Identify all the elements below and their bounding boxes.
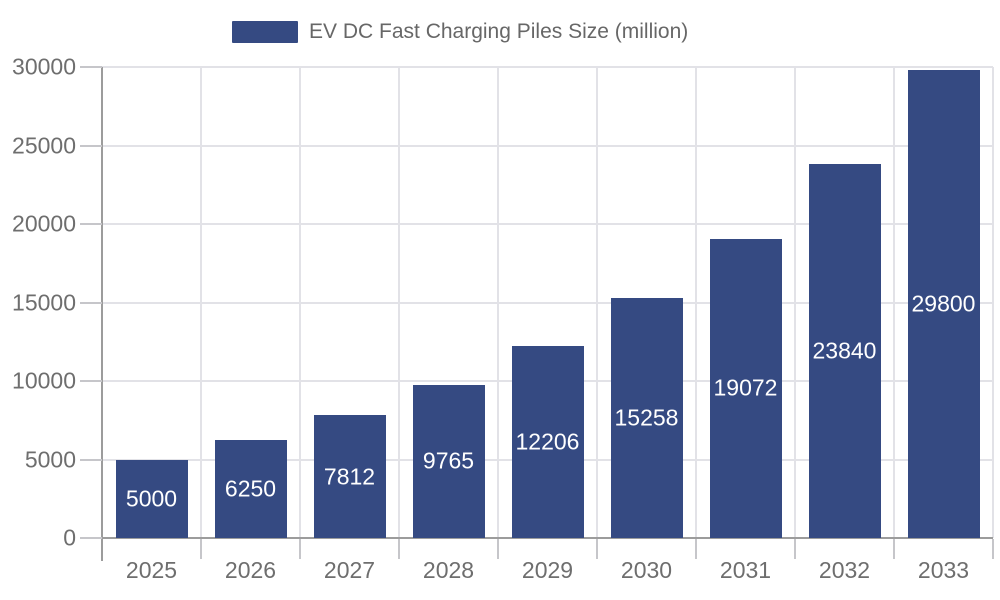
y-axis-tick-label: 0 — [63, 524, 76, 551]
x-axis-tick — [794, 539, 796, 559]
gridline-vertical — [893, 67, 895, 538]
y-axis-tick-label: 30000 — [12, 53, 76, 80]
bar-value-label: 6250 — [224, 475, 277, 502]
y-axis-line — [101, 67, 103, 561]
gridline-vertical — [794, 67, 796, 538]
bar-2028[interactable] — [412, 384, 485, 538]
y-axis-tick-label: 10000 — [12, 367, 76, 394]
gridline-vertical — [497, 67, 499, 538]
y-axis-tick-label: 25000 — [12, 132, 76, 158]
y-axis-tick-label: 5000 — [24, 446, 76, 472]
y-axis-tick-label: 20000 — [12, 210, 76, 237]
gridline-vertical — [299, 67, 301, 538]
gridline-horizontal — [102, 66, 993, 68]
x-axis-tick-label: 2031 — [719, 557, 772, 583]
bar-2025[interactable] — [115, 459, 188, 538]
x-axis-tick — [299, 539, 301, 559]
gridline-horizontal — [102, 301, 993, 304]
legend-label: EV DC Fast Charging Piles Size (million) — [309, 20, 689, 43]
x-axis-tick-label: 2026 — [224, 557, 277, 583]
bar-2032[interactable] — [808, 163, 881, 538]
x-axis-line — [100, 537, 993, 539]
y-axis-tick — [80, 380, 102, 382]
x-axis-tick — [200, 539, 202, 559]
x-axis-tick-label: 2025 — [125, 557, 178, 583]
bar-value-label: 9765 — [422, 447, 475, 474]
gridline-horizontal — [102, 144, 993, 147]
x-axis-tick — [398, 539, 400, 559]
y-axis-tick — [80, 458, 102, 461]
bar-value-label: 15258 — [614, 404, 679, 431]
x-axis-tick-label: 2030 — [620, 557, 673, 583]
gridline-vertical — [200, 67, 202, 538]
gridline-horizontal — [102, 223, 993, 225]
bar-value-label: 19072 — [713, 374, 778, 401]
legend[interactable]: EV DC Fast Charging Piles Size (million) — [232, 20, 688, 44]
x-axis-tick — [596, 539, 598, 559]
y-axis-tick — [80, 223, 102, 225]
x-axis-tick-label: 2029 — [521, 557, 574, 583]
x-axis-tick — [695, 539, 697, 559]
bar-2033[interactable] — [907, 70, 980, 538]
x-axis-tick-label: 2032 — [818, 557, 871, 583]
gridline-vertical — [992, 67, 994, 538]
y-axis-tick — [80, 144, 102, 147]
legend-swatch[interactable] — [232, 21, 298, 43]
bar-2031[interactable] — [709, 238, 782, 538]
bar-value-label: 5000 — [125, 485, 178, 512]
bar-2030[interactable] — [610, 298, 683, 538]
y-axis-tick — [80, 301, 102, 304]
x-axis-tick-label: 2028 — [422, 557, 475, 583]
gridline-vertical — [596, 67, 598, 538]
bar-value-label: 7812 — [323, 463, 376, 490]
x-axis-tick-label: 2033 — [917, 557, 970, 583]
bar-value-label: 12206 — [515, 428, 580, 455]
x-axis-tick — [497, 539, 499, 559]
x-axis-tick — [893, 539, 895, 559]
bar-value-label: 23840 — [812, 337, 877, 364]
bar-2029[interactable] — [511, 346, 584, 538]
bar-value-label: 29800 — [911, 290, 976, 317]
bar-2027[interactable] — [313, 415, 386, 538]
x-axis-tick — [992, 539, 994, 559]
x-axis-tick-label: 2027 — [323, 557, 376, 583]
bar-2026[interactable] — [214, 439, 287, 538]
y-axis-tick-label: 15000 — [12, 289, 76, 315]
y-axis-tick — [80, 66, 102, 68]
gridline-vertical — [695, 67, 697, 538]
gridline-vertical — [398, 67, 400, 538]
y-axis-tick — [80, 537, 102, 539]
